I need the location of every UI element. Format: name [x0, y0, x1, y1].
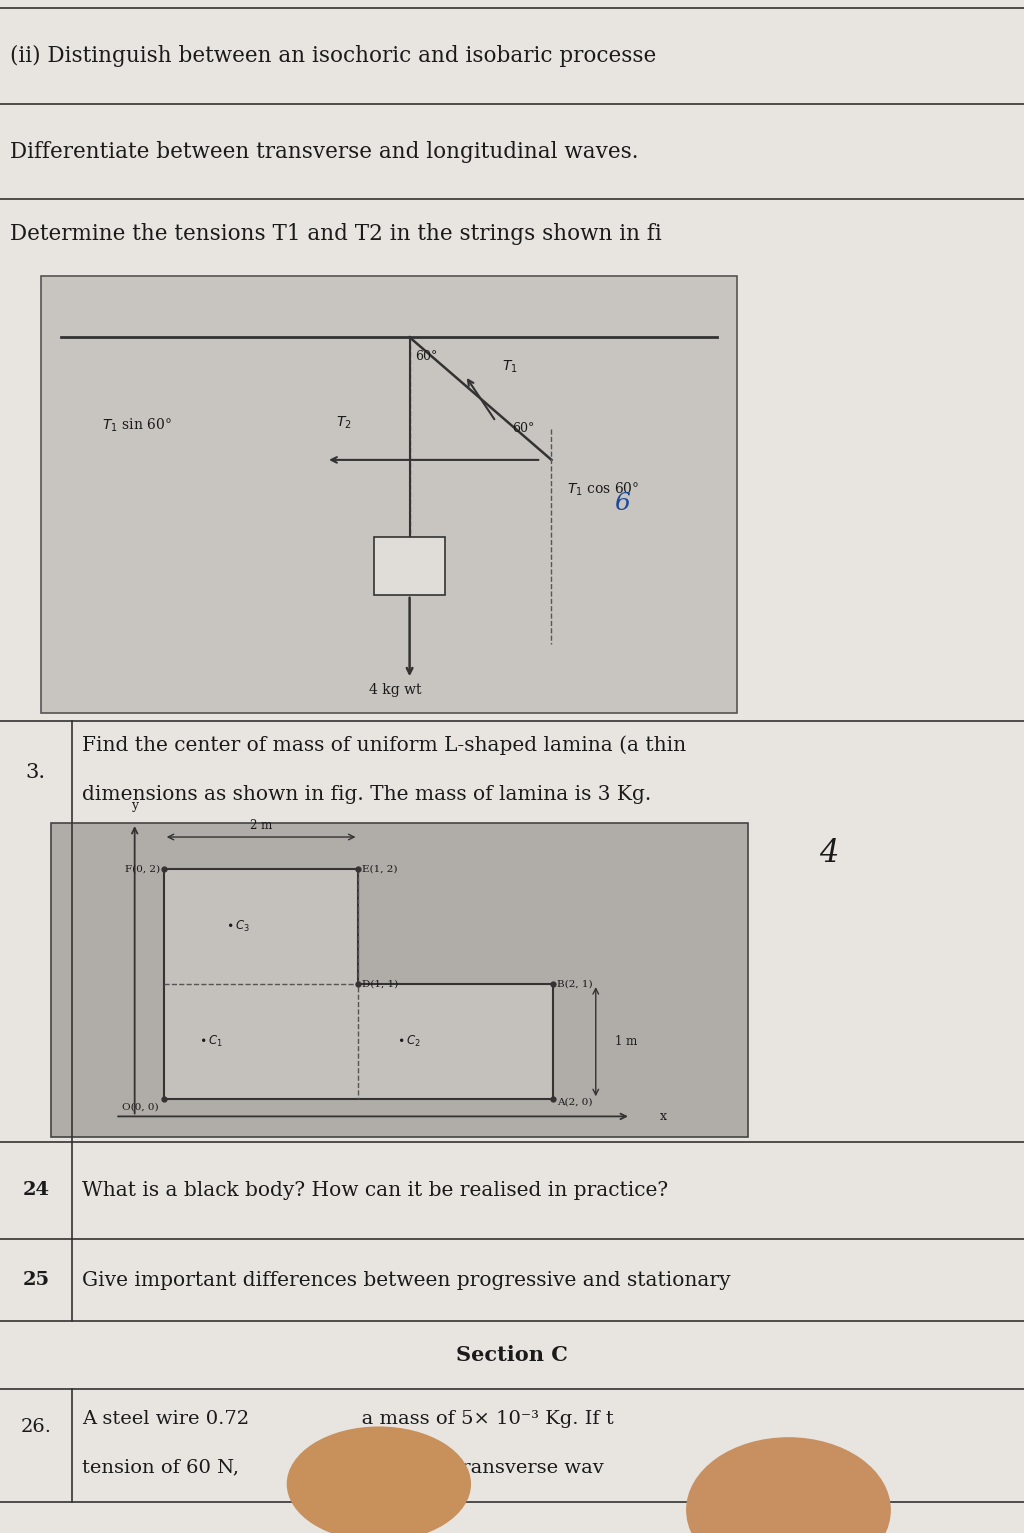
Text: tension of 60 N,                    speed of transverse wav: tension of 60 N, speed of transverse wav — [82, 1459, 604, 1478]
Text: y: y — [131, 800, 138, 812]
Text: 6: 6 — [614, 492, 631, 515]
Text: 4 kg wt: 4 kg wt — [369, 684, 421, 698]
Text: $\bullet\,C_3$: $\bullet\,C_3$ — [226, 920, 250, 934]
Bar — [41, 276, 737, 713]
Text: F(0, 2): F(0, 2) — [125, 865, 160, 874]
Polygon shape — [164, 869, 553, 1099]
Text: A steel wire 0.72                  a mass of 5× 10⁻³ Kg. If t: A steel wire 0.72 a mass of 5× 10⁻³ Kg. … — [82, 1410, 613, 1429]
Text: $T_2$: $T_2$ — [337, 414, 352, 431]
Text: 60°: 60° — [415, 350, 437, 363]
Text: 1 m: 1 m — [615, 1035, 638, 1049]
Text: 26.: 26. — [20, 1418, 51, 1436]
Text: $\bullet\,C_2$: $\bullet\,C_2$ — [397, 1035, 421, 1049]
Text: 24: 24 — [23, 1182, 49, 1199]
Text: Determine the tensions T1 and T2 in the strings shown in fi: Determine the tensions T1 and T2 in the … — [10, 222, 662, 245]
Text: 25: 25 — [23, 1271, 49, 1289]
Text: Give important differences between progressive and stationary: Give important differences between progr… — [82, 1271, 730, 1289]
Bar — [51, 823, 748, 1137]
Text: A(2, 0): A(2, 0) — [557, 1098, 593, 1107]
Text: $T_1$: $T_1$ — [502, 359, 517, 376]
Text: x: x — [659, 1110, 667, 1122]
Text: $T_1$ cos 60°: $T_1$ cos 60° — [567, 481, 639, 498]
Ellipse shape — [686, 1436, 891, 1533]
Ellipse shape — [287, 1426, 471, 1533]
Text: $T_1$ sin 60°: $T_1$ sin 60° — [102, 417, 172, 434]
Text: D(1, 1): D(1, 1) — [362, 980, 398, 989]
Text: E(1, 2): E(1, 2) — [362, 865, 398, 874]
Text: Section C: Section C — [456, 1344, 568, 1366]
Text: dimensions as shown in fig. The mass of lamina is 3 Kg.: dimensions as shown in fig. The mass of … — [82, 785, 651, 803]
Text: Differentiate between transverse and longitudinal waves.: Differentiate between transverse and lon… — [10, 141, 639, 162]
Text: Find the center of mass of uniform L-shaped lamina (a thin: Find the center of mass of uniform L-sha… — [82, 736, 686, 756]
Text: What is a black body? How can it be realised in practice?: What is a black body? How can it be real… — [82, 1180, 668, 1200]
Bar — [374, 537, 445, 595]
Text: O(0, 0): O(0, 0) — [122, 1102, 159, 1111]
Text: $\bullet\,C_1$: $\bullet\,C_1$ — [199, 1035, 223, 1049]
Text: B(2, 1): B(2, 1) — [557, 980, 593, 989]
Text: (ii) Distinguish between an isochoric and isobaric processe: (ii) Distinguish between an isochoric an… — [10, 44, 656, 67]
Text: 4: 4 — [819, 837, 839, 869]
Text: 2 m: 2 m — [250, 819, 272, 832]
Text: 60°: 60° — [513, 422, 535, 435]
Text: 3.: 3. — [26, 763, 46, 782]
